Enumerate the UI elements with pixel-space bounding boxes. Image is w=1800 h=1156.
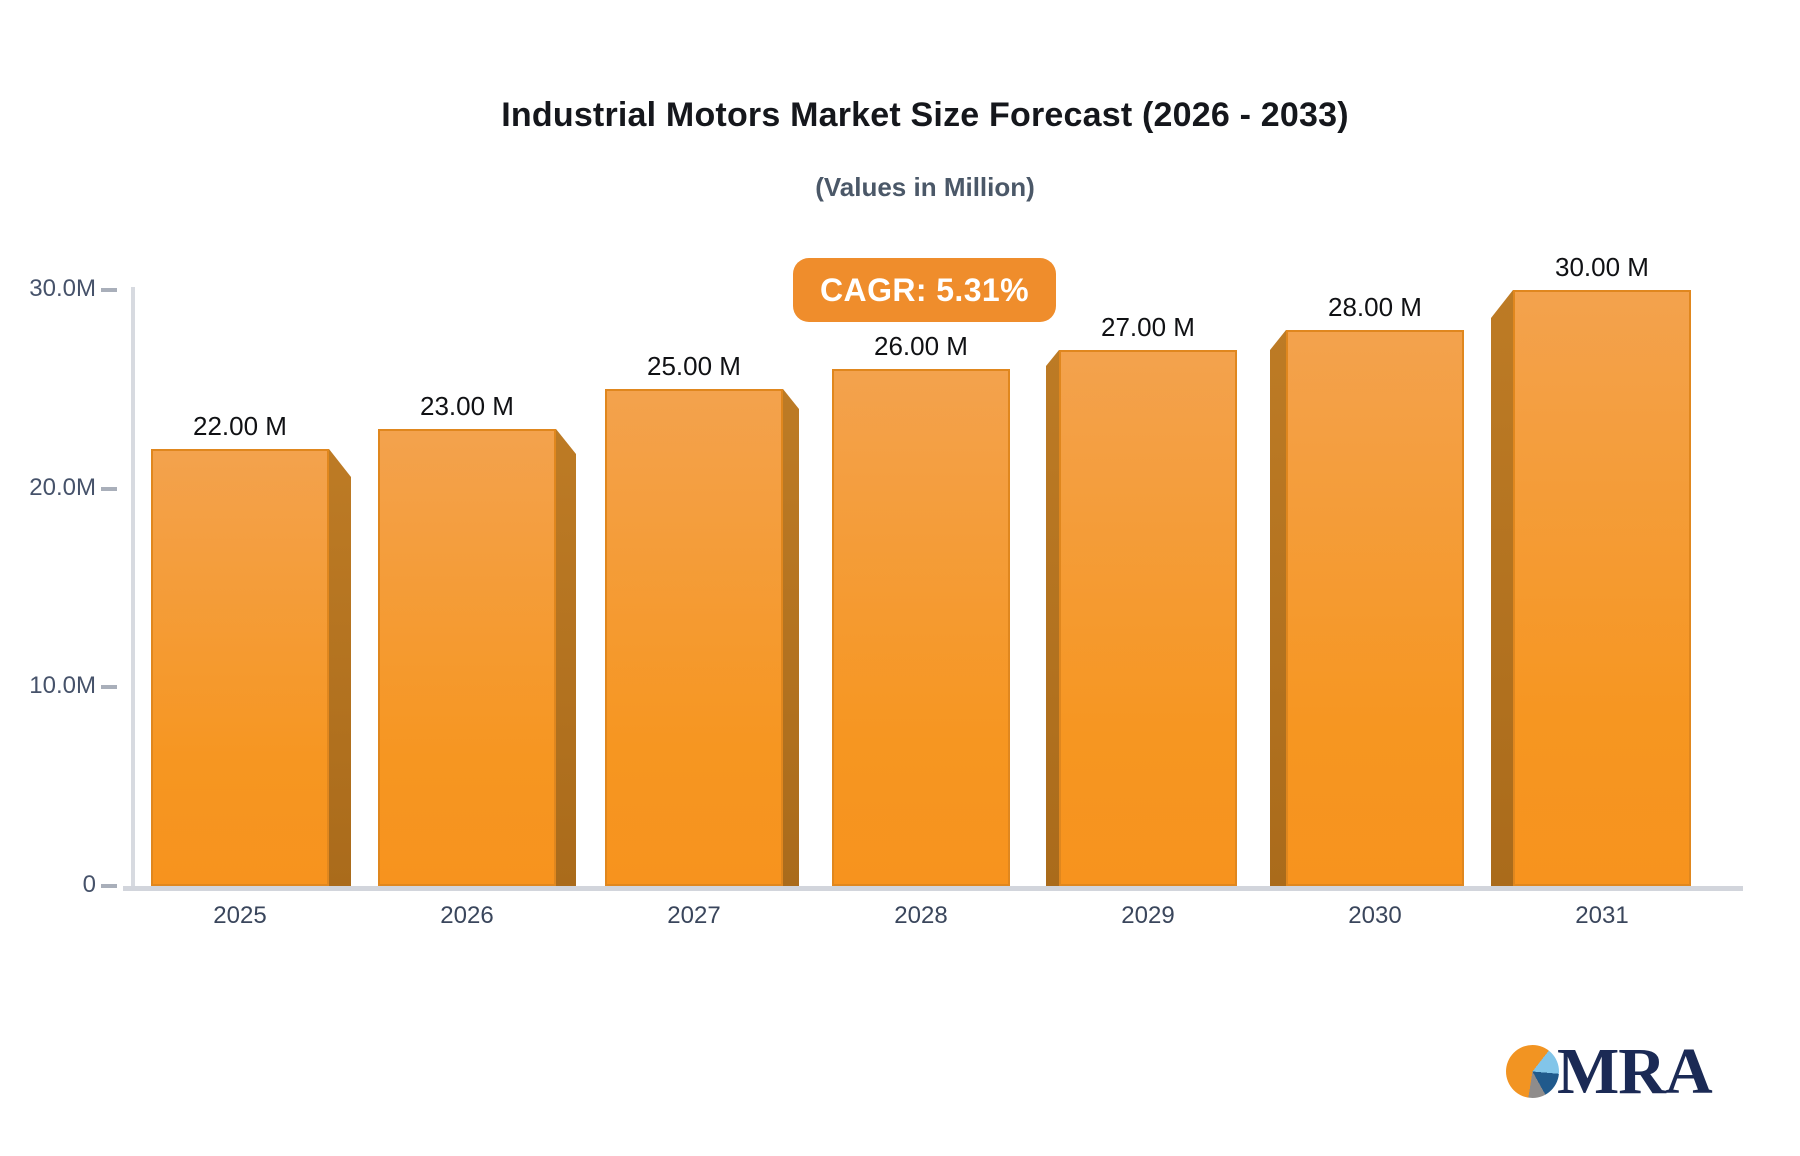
y-axis-tick: [101, 884, 117, 888]
bar: [832, 369, 1010, 886]
y-axis-tick: [101, 287, 117, 292]
y-axis-line: [131, 287, 135, 891]
x-axis-label: 2031: [1575, 902, 1629, 929]
pie-chart-logo-icon: [1506, 1045, 1559, 1098]
bar-value-label: 22.00 M: [193, 411, 287, 441]
bar-value-label: 30.00 M: [1555, 252, 1649, 282]
y-axis-tick-label: 30.0M: [29, 274, 96, 302]
bar: [1513, 290, 1691, 886]
y-axis-tick-label: 0: [82, 871, 96, 898]
bar-side: [1046, 350, 1059, 886]
x-axis-line: [123, 886, 1743, 891]
bar: [151, 449, 329, 886]
x-axis-label: 2025: [213, 902, 267, 929]
company-logo: MRA: [1506, 1030, 1736, 1110]
y-axis-tick: [101, 685, 117, 690]
bar-side: [329, 449, 351, 886]
y-axis-tick-label: 20.0M: [29, 473, 96, 501]
bar-side: [556, 429, 576, 886]
bar-value-label: 23.00 M: [420, 391, 514, 421]
x-axis-label: 2028: [894, 902, 948, 929]
y-axis-tick-label: 10.0M: [29, 672, 96, 700]
bar: [1286, 330, 1464, 886]
cagr-badge: CAGR: 5.31%: [793, 258, 1056, 322]
cagr-badge-label: CAGR: 5.31%: [820, 271, 1029, 308]
bar: [1059, 350, 1237, 886]
bar-side: [1270, 330, 1286, 886]
bar: [378, 429, 556, 886]
chart-title: Industrial Motors Market Size Forecast (…: [501, 96, 1349, 134]
y-axis-tick: [101, 486, 117, 491]
chart-subtitle: (Values in Million): [815, 172, 1035, 202]
logo-text: MRA: [1557, 1035, 1713, 1108]
bar-value-label: 25.00 M: [647, 351, 741, 381]
bar-value-label: 26.00 M: [874, 331, 968, 361]
bar-side: [783, 389, 799, 886]
bar-side: [1491, 290, 1513, 886]
x-axis-label: 2030: [1348, 902, 1402, 929]
x-axis-label: 2029: [1121, 902, 1175, 929]
x-axis-label: 2026: [440, 902, 494, 929]
bar: [605, 389, 783, 886]
bar-value-label: 27.00 M: [1101, 312, 1195, 342]
x-axis-label: 2027: [667, 902, 721, 929]
bar-value-label: 28.00 M: [1328, 292, 1422, 322]
